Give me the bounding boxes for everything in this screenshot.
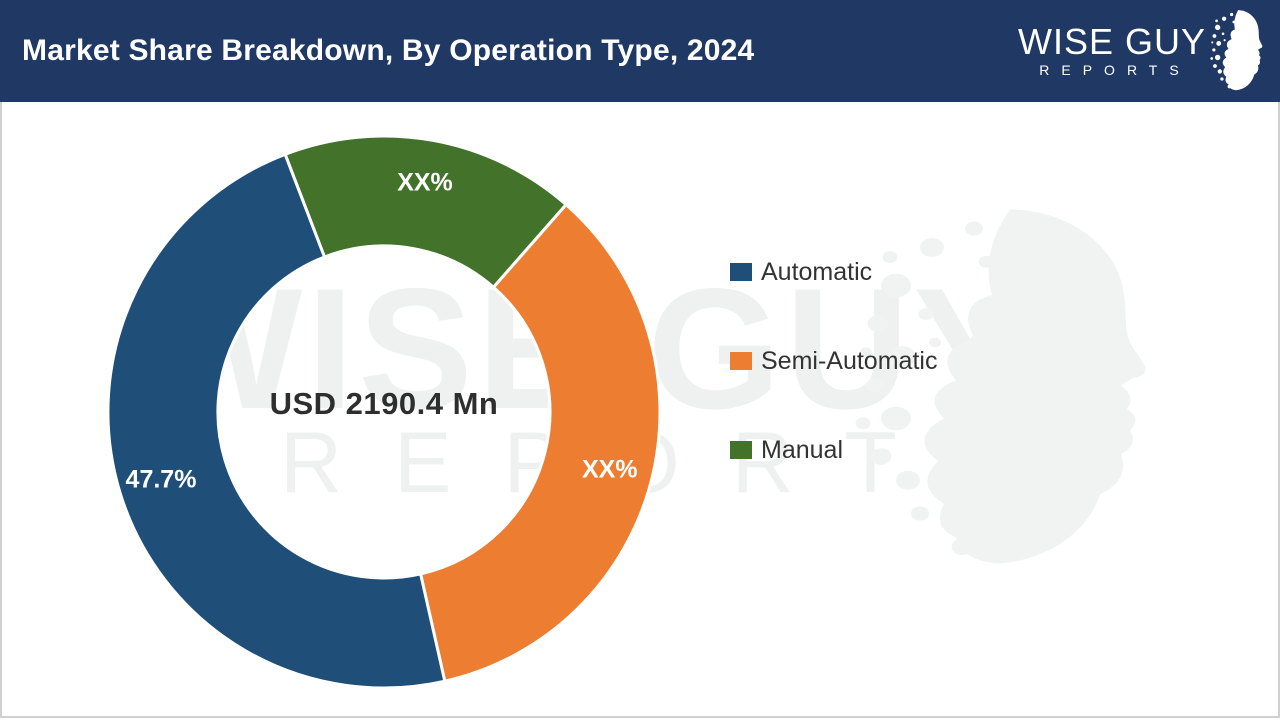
legend-label: Automatic — [761, 258, 873, 286]
legend-swatch-semi-automatic — [730, 352, 752, 370]
legend-label: Manual — [761, 436, 843, 464]
logo-subtitle: REPORTS — [1039, 62, 1191, 78]
legend-label: Semi-Automatic — [761, 347, 938, 375]
logo-text: WISE GUY REPORTS — [1017, 21, 1206, 79]
donut-chart-svg: XX% XX% 47.7% — [106, 134, 662, 690]
header-bar: Market Share Breakdown, By Operation Typ… — [0, 0, 1280, 102]
face-profile-icon — [1208, 8, 1266, 94]
donut-segment-manual — [283, 134, 568, 289]
legend-swatch-manual — [730, 441, 752, 459]
segment-value-label: XX% — [397, 169, 453, 197]
segment-value-label: 47.7% — [126, 466, 197, 494]
chart-legend: Automatic Semi-Automatic Manual — [730, 258, 938, 528]
legend-item-manual: Manual — [730, 436, 937, 464]
legend-item-automatic: Automatic — [730, 258, 937, 286]
content-area: WISE GUY REPORTS XX% XX% 47.7% USD 2190.4 … — [0, 102, 1280, 718]
legend-item-semi-automatic: Semi-Automatic — [730, 347, 938, 375]
donut-segment-automatic — [106, 152, 447, 690]
donut-chart: XX% XX% 47.7% — [94, 122, 674, 702]
logo-wordmark: WISE GUY — [1017, 21, 1206, 62]
legend-swatch-automatic — [730, 263, 752, 281]
logo: WISE GUY REPORTS — [1018, 0, 1266, 102]
donut-center-value: USD 2190.4 Mn — [269, 386, 499, 421]
page-title: Market Share Breakdown, By Operation Typ… — [22, 34, 755, 67]
segment-value-label: XX% — [582, 456, 638, 484]
donut-segment-semi-automatic — [419, 203, 662, 683]
